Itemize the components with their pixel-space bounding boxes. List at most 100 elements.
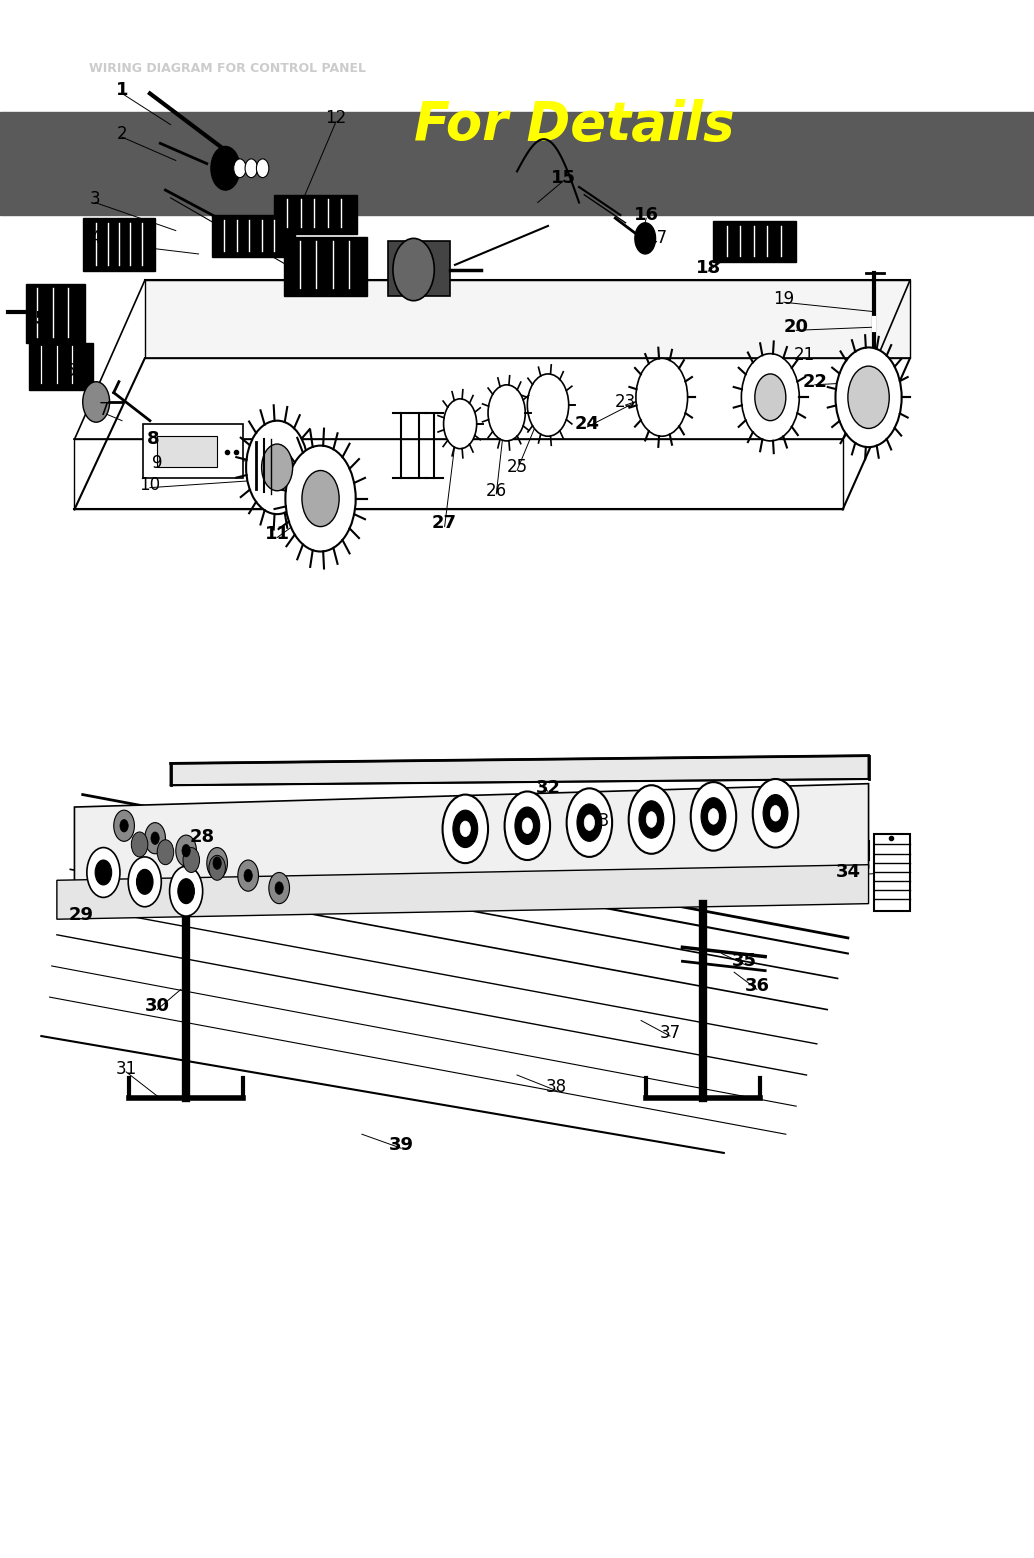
Text: 36: 36 [744,977,769,996]
Text: 5: 5 [35,310,48,329]
Circle shape [577,804,602,841]
Circle shape [213,857,221,869]
Text: 20: 20 [784,318,809,337]
Circle shape [522,818,533,834]
Circle shape [488,385,525,441]
Circle shape [527,374,569,436]
Circle shape [120,820,128,832]
Circle shape [835,347,902,447]
Circle shape [515,807,540,844]
Circle shape [182,844,190,857]
Circle shape [848,366,889,428]
Circle shape [114,810,134,841]
Polygon shape [713,221,796,262]
Circle shape [635,223,656,254]
Circle shape [770,805,781,821]
Polygon shape [74,784,869,888]
Text: 22: 22 [802,372,827,391]
Polygon shape [874,834,910,911]
Polygon shape [145,280,910,358]
Circle shape [131,832,148,857]
Circle shape [269,872,290,904]
Polygon shape [171,756,869,785]
Circle shape [83,382,110,422]
Text: 26: 26 [486,481,507,500]
Polygon shape [143,424,243,478]
Circle shape [151,832,159,844]
Circle shape [646,812,657,827]
Circle shape [95,860,112,885]
Circle shape [285,446,356,552]
Circle shape [755,374,786,421]
Bar [0,112,1034,215]
Polygon shape [29,343,93,390]
Circle shape [183,848,200,872]
Text: 17: 17 [646,229,667,248]
Circle shape [157,840,174,865]
Text: 29: 29 [68,905,93,924]
Circle shape [639,801,664,838]
Circle shape [207,848,227,879]
Text: 19: 19 [773,290,794,308]
Text: 6: 6 [65,361,75,380]
Circle shape [170,866,203,916]
Circle shape [245,159,257,178]
Text: 16: 16 [634,206,659,224]
Text: 39: 39 [389,1136,414,1154]
Circle shape [505,791,550,860]
Circle shape [629,785,674,854]
Circle shape [763,795,788,832]
Text: 31: 31 [116,1059,136,1078]
Circle shape [701,798,726,835]
Polygon shape [57,865,869,919]
Polygon shape [83,218,155,271]
Text: 34: 34 [835,863,860,882]
Polygon shape [284,237,367,296]
Text: 21: 21 [794,346,815,365]
Circle shape [176,835,196,866]
Circle shape [256,159,269,178]
Circle shape [753,779,798,848]
Circle shape [209,855,225,880]
Circle shape [87,848,120,897]
Circle shape [567,788,612,857]
Circle shape [262,444,293,491]
Text: 11: 11 [265,525,290,544]
Text: 35: 35 [732,952,757,971]
Text: 30: 30 [145,997,170,1016]
Text: 25: 25 [507,458,527,477]
Circle shape [145,823,165,854]
Circle shape [234,159,246,178]
Circle shape [444,399,477,449]
Polygon shape [74,439,843,509]
Circle shape [443,795,488,863]
Text: 2: 2 [117,125,127,143]
Circle shape [211,146,240,190]
Polygon shape [274,195,357,234]
Polygon shape [157,436,217,467]
Circle shape [741,354,799,441]
Circle shape [275,882,283,894]
Circle shape [244,869,252,882]
Circle shape [584,815,595,830]
Polygon shape [388,241,450,296]
Text: 7: 7 [98,400,109,419]
Circle shape [246,421,308,514]
Text: 3: 3 [90,190,100,209]
Text: 1: 1 [116,81,128,100]
Circle shape [178,879,194,904]
Circle shape [636,358,688,436]
Text: 28: 28 [190,827,215,846]
Circle shape [453,810,478,848]
Text: 33: 33 [589,812,610,830]
Text: 9: 9 [152,453,162,472]
Circle shape [136,869,153,894]
Text: 12: 12 [326,109,346,128]
Text: 4: 4 [90,229,100,248]
Text: 37: 37 [660,1024,680,1042]
Text: 18: 18 [696,259,721,277]
Polygon shape [212,215,295,257]
Text: 32: 32 [536,779,560,798]
Circle shape [460,821,470,837]
Text: 8: 8 [147,430,159,449]
